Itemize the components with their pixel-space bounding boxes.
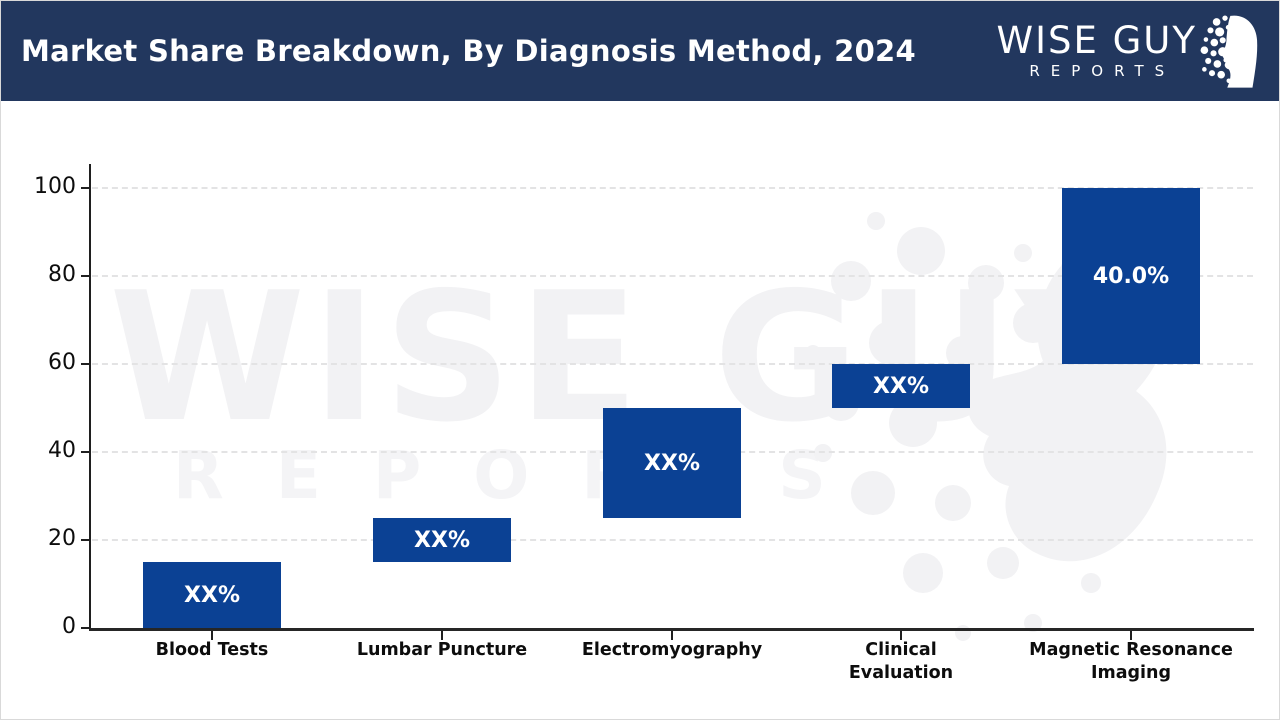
x-tick-mark — [441, 631, 443, 640]
x-tick-mark — [671, 631, 673, 640]
gridline-100 — [92, 187, 1253, 189]
category-label: Electromyography — [556, 639, 788, 662]
header-bar: Market Share Breakdown, By Diagnosis Met… — [1, 1, 1279, 101]
bar-value-label: XX% — [414, 527, 470, 553]
bar-value-label: XX% — [644, 450, 700, 476]
bar-segment: 40.0% — [1062, 188, 1200, 364]
brand-logo-text: WISE GUY REPORTS — [996, 19, 1197, 80]
brand-logo: WISE GUY REPORTS — [996, 5, 1279, 97]
category-label-line: Evaluation — [848, 663, 954, 683]
bar-value-label: 40.0% — [1092, 263, 1170, 289]
x-tick-mark — [900, 631, 902, 640]
y-tick-label-0: 0 — [62, 614, 76, 639]
y-tick-mark-80 — [81, 275, 90, 277]
category-label-line: Electromyography — [581, 640, 763, 660]
category-label: Clinical Evaluation — [785, 639, 1017, 685]
y-tick-label-20: 20 — [48, 526, 76, 551]
x-axis-line — [89, 628, 1254, 631]
category-label-line: Magnetic Resonance — [1029, 640, 1233, 660]
category-label-line: Clinical — [865, 640, 937, 660]
brand-name: WISE GUY — [996, 19, 1197, 63]
category-label: Blood Tests — [96, 639, 328, 662]
category-label-line: Blood Tests — [155, 640, 269, 660]
brand-subtitle: REPORTS — [1029, 61, 1176, 80]
y-tick-mark-20 — [81, 539, 90, 541]
y-tick-mark-0 — [81, 627, 90, 629]
y-tick-label-100: 100 — [34, 174, 76, 199]
category-label: Lumbar Puncture — [326, 639, 558, 662]
brand-face-icon — [1200, 15, 1258, 88]
y-tick-label-40: 40 — [48, 438, 76, 463]
y-tick-label-60: 60 — [48, 350, 76, 375]
y-tick-label-80: 80 — [48, 262, 76, 287]
category-label: Magnetic Resonance Imaging — [1015, 639, 1247, 685]
x-tick-mark — [1130, 631, 1132, 640]
category-label-line: Lumbar Puncture — [356, 640, 528, 660]
gridline-20 — [92, 539, 1253, 541]
bar-value-label: XX% — [184, 582, 240, 608]
bar-segment: XX% — [832, 364, 970, 408]
bar-segment: XX% — [603, 408, 741, 518]
gridline-60 — [92, 363, 1253, 365]
bar-segment: XX% — [373, 518, 511, 562]
bar-value-label: XX% — [873, 373, 929, 399]
gridline-80 — [92, 275, 1253, 277]
y-tick-mark-100 — [81, 187, 90, 189]
y-tick-mark-40 — [81, 451, 90, 453]
y-tick-mark-60 — [81, 363, 90, 365]
x-tick-mark — [211, 631, 213, 640]
page-title: Market Share Breakdown, By Diagnosis Met… — [21, 34, 917, 68]
bar-segment: XX% — [143, 562, 281, 628]
y-axis-line — [89, 164, 91, 630]
category-label-line: Imaging — [1090, 663, 1172, 683]
